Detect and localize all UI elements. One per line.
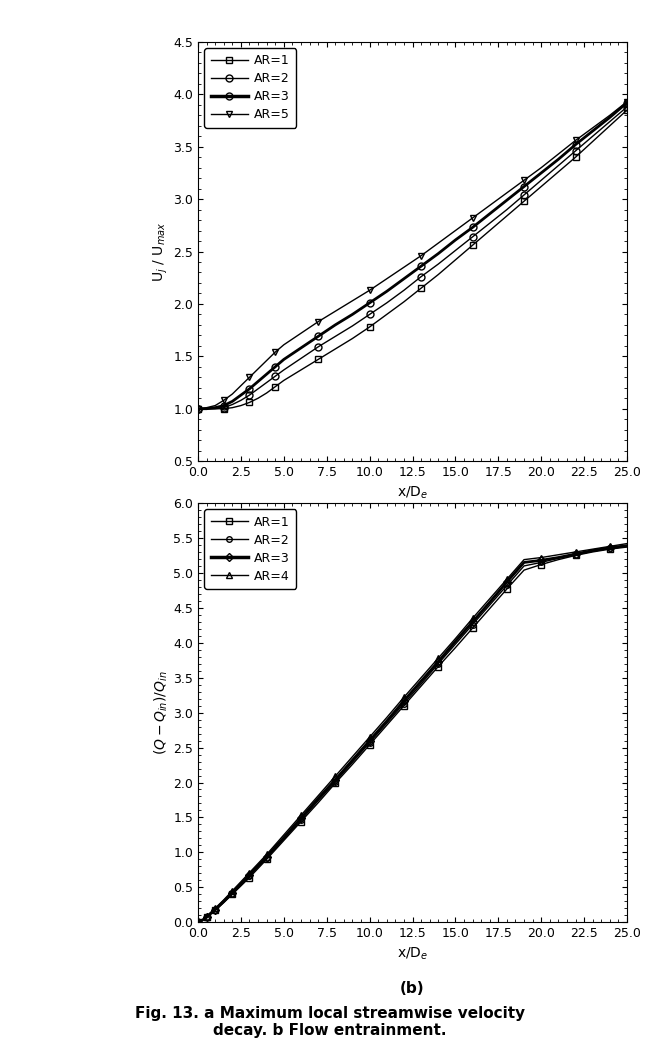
Y-axis label: U$_j$ / U$_{max}$: U$_j$ / U$_{max}$ <box>152 221 170 282</box>
X-axis label: x/D$_e$: x/D$_e$ <box>397 945 428 962</box>
X-axis label: x/D$_e$: x/D$_e$ <box>397 484 428 501</box>
Text: (b): (b) <box>400 981 425 996</box>
Text: (a): (a) <box>401 511 424 526</box>
Y-axis label: $(Q - Q_{in}) / Q_{in}$: $(Q - Q_{in}) / Q_{in}$ <box>153 671 170 755</box>
Text: Fig. 13. a Maximum local streamwise velocity
decay. b Flow entrainment.: Fig. 13. a Maximum local streamwise velo… <box>135 1006 525 1039</box>
Legend: AR=1, AR=2, AR=3, AR=5: AR=1, AR=2, AR=3, AR=5 <box>204 48 296 128</box>
Legend: AR=1, AR=2, AR=3, AR=4: AR=1, AR=2, AR=3, AR=4 <box>204 509 296 589</box>
